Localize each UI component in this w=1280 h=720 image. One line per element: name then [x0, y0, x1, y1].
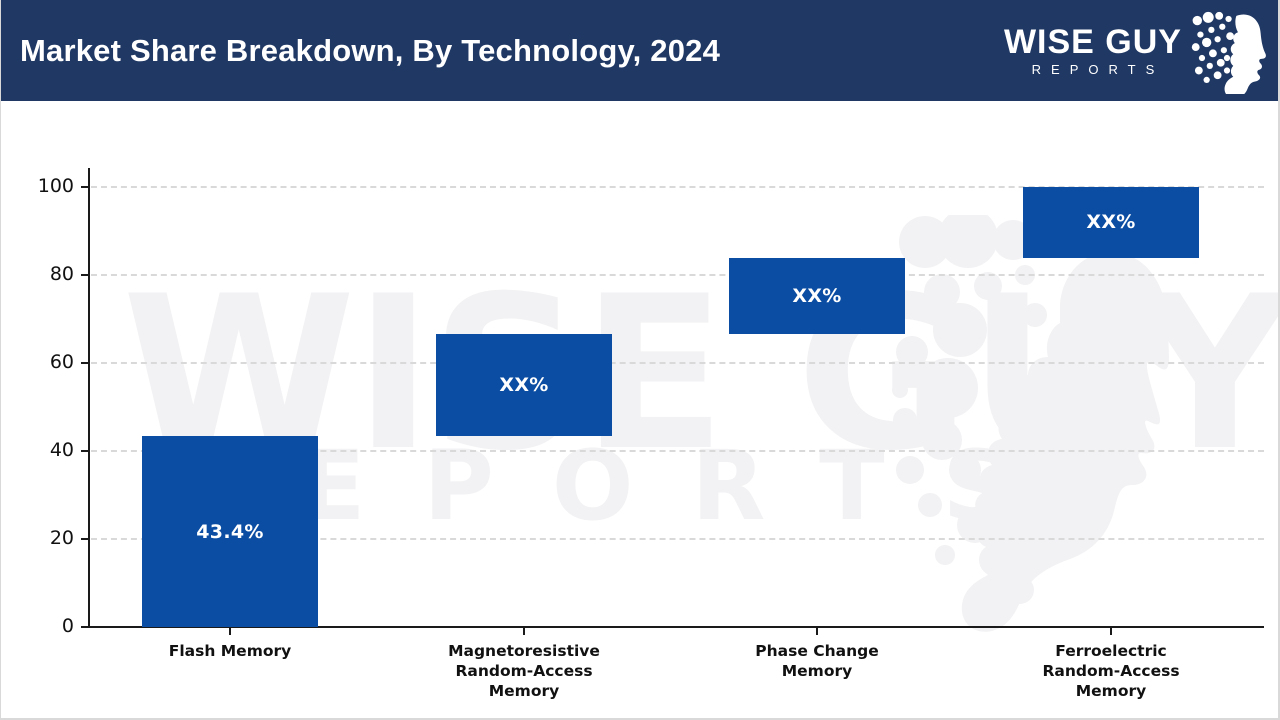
y-tick-mark [81, 538, 89, 540]
bar-value-label: XX% [792, 284, 842, 307]
page-title: Market Share Breakdown, By Technology, 2… [20, 32, 721, 68]
y-gridline [91, 362, 1264, 364]
watermark-head-icon [885, 215, 1169, 632]
wise-guy-logo: WISE GUY REPORTS [1004, 0, 1270, 101]
x-category-label: Ferroelectric Random-Access Memory [1042, 642, 1180, 701]
y-gridline [91, 450, 1264, 452]
y-tick-label: 60 [49, 351, 74, 373]
logo-head-icon [1191, 11, 1266, 94]
bar-value-label: XX% [499, 373, 549, 396]
logo-text: WISE GUY REPORTS [1004, 25, 1182, 76]
x-axis-spine [87, 626, 1264, 628]
y-tick-mark [81, 450, 89, 452]
bar: XX% [1023, 187, 1199, 258]
bar: 43.4% [142, 436, 318, 627]
bar: XX% [436, 333, 612, 437]
y-tick-mark [81, 626, 89, 628]
header-bar: Market Share Breakdown, By Technology, 2… [0, 0, 1280, 101]
x-tick-mark [1110, 628, 1112, 635]
y-tick-label: 40 [49, 439, 74, 461]
logo-subtitle: REPORTS [1031, 62, 1165, 77]
x-category-label: Flash Memory [168, 642, 292, 660]
y-tick-mark [81, 274, 89, 276]
y-tick-label: 0 [61, 615, 74, 637]
bar: XX% [729, 257, 905, 334]
y-tick-label: 100 [37, 175, 74, 197]
y-axis-spine [88, 168, 90, 628]
y-gridline [91, 274, 1264, 276]
x-category-label: Magnetoresistive Random-Access Memory [448, 642, 600, 701]
y-gridline [91, 538, 1264, 540]
x-tick-mark [523, 628, 525, 635]
x-tick-mark [229, 628, 231, 635]
logo-wordmark: WISE GUY [1003, 23, 1182, 61]
y-tick-label: 80 [49, 263, 74, 285]
x-category-label: Phase Change Memory [755, 642, 879, 681]
y-gridline [91, 186, 1264, 188]
bar-value-label: XX% [1086, 211, 1136, 234]
bar-value-label: 43.4% [196, 520, 264, 543]
y-tick-label: 20 [49, 527, 74, 549]
x-tick-mark [816, 628, 818, 635]
y-tick-mark [81, 186, 89, 188]
y-tick-mark [81, 362, 89, 364]
